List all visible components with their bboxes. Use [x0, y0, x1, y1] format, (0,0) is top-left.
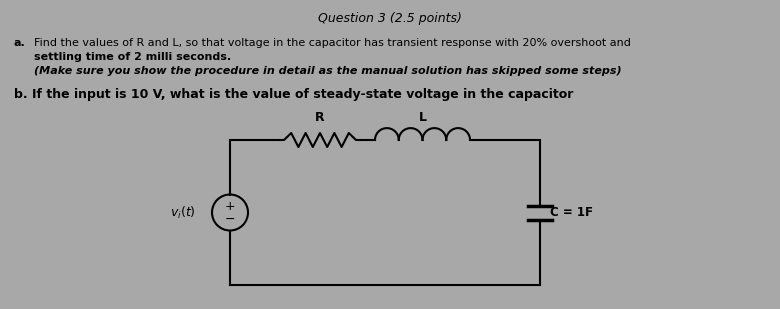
Text: $v_i(t)$: $v_i(t)$: [170, 205, 196, 221]
Text: (Make sure you show the procedure in detail as the manual solution has skipped s: (Make sure you show the procedure in det…: [34, 66, 622, 76]
Text: a.: a.: [14, 38, 26, 48]
Text: Question 3 (2.5 points): Question 3 (2.5 points): [318, 12, 462, 25]
Text: +: +: [225, 200, 236, 213]
Text: L: L: [419, 111, 427, 124]
Text: b. If the input is 10 V, what is the value of steady-state voltage in the capaci: b. If the input is 10 V, what is the val…: [14, 88, 573, 101]
Text: C = 1F: C = 1F: [550, 206, 593, 219]
Text: −: −: [225, 213, 236, 226]
Text: settling time of 2 milli seconds.: settling time of 2 milli seconds.: [34, 52, 231, 62]
Text: Find the values of R and L, so that voltage in the capacitor has transient respo: Find the values of R and L, so that volt…: [34, 38, 631, 48]
Text: R: R: [315, 111, 324, 124]
